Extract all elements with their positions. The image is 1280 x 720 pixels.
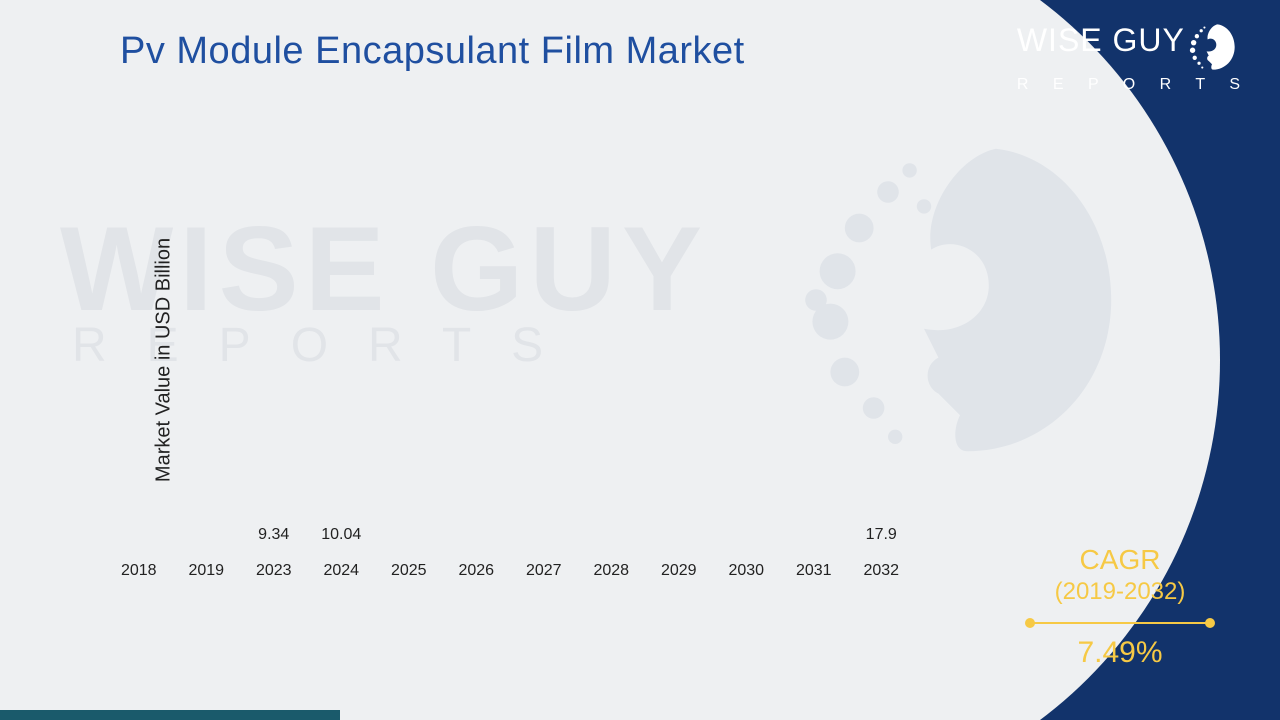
bar-2032: 17.9	[857, 526, 907, 550]
bar-chart: Market Value in USD Billion 9.3410.0417.…	[90, 130, 910, 590]
x-label-2025: 2025	[384, 554, 434, 590]
x-label-2027: 2027	[519, 554, 569, 590]
cagr-divider	[1030, 622, 1210, 624]
bar-2019	[182, 526, 232, 550]
bar-value-label: 17.9	[866, 526, 897, 546]
chart-title: Pv Module Encapsulant Film Market	[120, 30, 745, 73]
x-label-2029: 2029	[654, 554, 704, 590]
bars-container: 9.34 10.04 17.9	[110, 130, 910, 550]
bar-2031	[789, 526, 839, 550]
bar-2023: 9.34	[249, 526, 299, 550]
bottom-accent-bar	[0, 710, 340, 720]
brand-logo-line1: WISE GUY	[1017, 22, 1185, 58]
cagr-value: 7.49%	[1000, 636, 1240, 670]
brand-logo-line2: R E P O R T S	[1017, 76, 1250, 94]
plot-area: 9.34 10.04 17.9	[110, 130, 910, 550]
bar-2028	[587, 526, 637, 550]
cagr-box: CAGR (2019-2032) 7.49%	[1000, 544, 1240, 670]
cagr-period: (2019-2032)	[1000, 578, 1240, 606]
cagr-title: CAGR	[1000, 544, 1240, 576]
x-axis-labels: 2018 2019 2023 2024 2025 2026 2027 2028 2029 2030…	[110, 554, 910, 590]
x-label-2019: 2019	[182, 554, 232, 590]
bar-2018	[114, 526, 164, 550]
bar-value-label: 10.04	[321, 526, 361, 546]
bar-value-label: 9.34	[258, 526, 289, 546]
bar-2027	[519, 526, 569, 550]
x-label-2024: 2024	[317, 554, 367, 590]
report-canvas: WISE GUY REPORTS Pv Module Encapsulant F…	[0, 0, 1280, 720]
bar-2029	[654, 526, 704, 550]
bar-2030	[722, 526, 772, 550]
bar-2024: 10.04	[317, 526, 367, 550]
bar-2025	[384, 526, 434, 550]
x-label-2031: 2031	[789, 554, 839, 590]
brand-head-icon	[1185, 20, 1239, 74]
x-label-2032: 2032	[857, 554, 907, 590]
x-label-2023: 2023	[249, 554, 299, 590]
x-label-2030: 2030	[722, 554, 772, 590]
x-label-2028: 2028	[587, 554, 637, 590]
bar-2026	[452, 526, 502, 550]
x-label-2018: 2018	[114, 554, 164, 590]
brand-logo: WISE GUY R E P O R T S	[1017, 20, 1250, 94]
x-label-2026: 2026	[452, 554, 502, 590]
